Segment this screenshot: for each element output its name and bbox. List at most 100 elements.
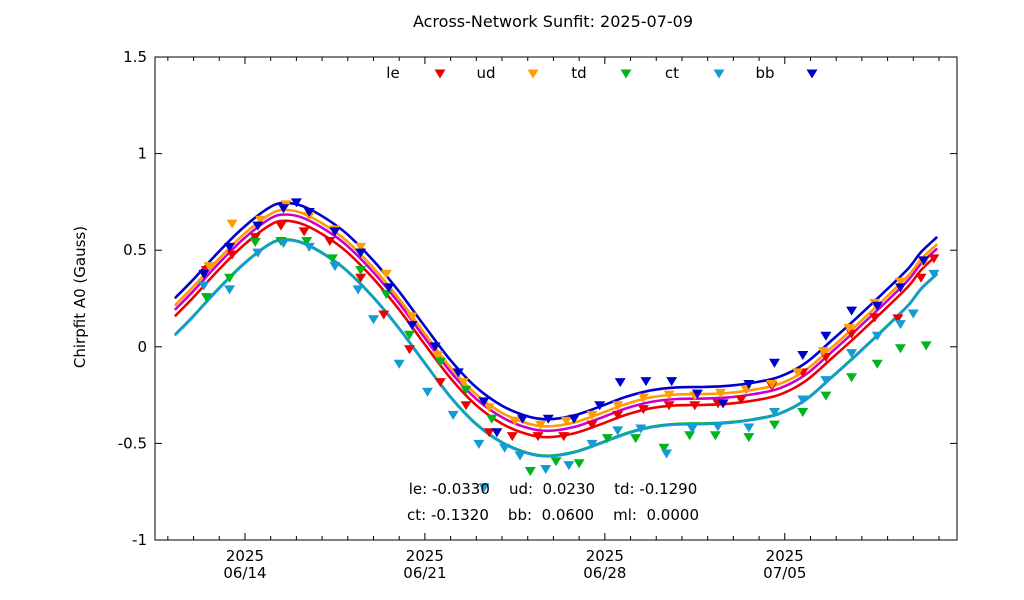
data-marker-ct xyxy=(303,242,315,252)
data-marker-le xyxy=(869,313,881,323)
data-marker-ud xyxy=(894,277,906,287)
chart-title: Across-Network Sunfit: 2025-07-09 xyxy=(412,12,694,31)
data-marker-ct xyxy=(907,309,919,319)
data-marker-bb xyxy=(666,377,678,387)
data-marker-ud xyxy=(663,390,675,400)
data-marker-ct xyxy=(198,281,210,291)
data-marker-bb xyxy=(640,377,652,387)
fit-offsets-annotation-line1: le: -0.0330 ud: 0.0230 td: -0.1290 xyxy=(408,480,698,498)
data-marker-le xyxy=(892,314,904,324)
data-marker-td xyxy=(709,431,721,441)
data-marker-le xyxy=(275,221,287,231)
data-marker-le xyxy=(378,310,390,320)
data-marker-ct xyxy=(352,285,364,295)
x-tick-label: 07/05 xyxy=(763,564,806,582)
data-marker-td xyxy=(920,341,932,351)
y-tick-label: 0.5 xyxy=(123,241,147,259)
data-marker-ud xyxy=(766,380,778,390)
data-marker-le xyxy=(637,405,649,415)
data-marker-ct xyxy=(635,424,647,434)
data-marker-ct xyxy=(743,423,755,433)
legend-label-td: td xyxy=(571,64,586,82)
fit-offsets-annotation-line2: ct: -0.1320 bb: 0.0600 ml: 0.0000 xyxy=(407,506,699,524)
data-marker-ct xyxy=(894,320,906,330)
data-marker-bb xyxy=(918,256,930,266)
data-marker-td xyxy=(797,408,809,418)
data-marker-ct xyxy=(871,331,883,341)
data-marker-le xyxy=(434,378,446,388)
y-axis-label: Chirpfit A0 (Gauss) xyxy=(71,225,89,369)
data-marker-td xyxy=(550,457,562,467)
x-tick-label: 2025 xyxy=(586,547,624,565)
data-marker-ud xyxy=(457,378,469,388)
data-marker-le xyxy=(689,401,701,411)
data-marker-ct xyxy=(421,387,433,397)
x-tick-label: 2025 xyxy=(766,547,804,565)
data-marker-legend-ud xyxy=(527,69,539,79)
data-marker-bb xyxy=(594,401,606,411)
data-marker-legend-td xyxy=(620,69,632,79)
data-marker-td xyxy=(524,466,536,476)
data-marker-bb xyxy=(768,358,780,368)
x-tick-label: 06/28 xyxy=(583,564,626,582)
data-marker-ud xyxy=(612,401,624,411)
data-marker-le xyxy=(483,428,495,438)
data-marker-ud xyxy=(355,242,367,252)
data-marker-le xyxy=(403,345,415,355)
data-marker-le xyxy=(324,237,336,247)
data-marker-td xyxy=(846,373,858,383)
data-marker-ct xyxy=(473,439,485,449)
data-marker-ct xyxy=(586,439,598,449)
data-marker-le xyxy=(226,250,238,260)
data-marker-le xyxy=(586,420,598,430)
data-marker-legend-bb xyxy=(806,69,818,79)
x-tick-label: 2025 xyxy=(406,547,444,565)
data-marker-ct xyxy=(499,443,511,453)
data-marker-ct xyxy=(768,408,780,418)
data-marker-ct xyxy=(686,424,698,434)
y-tick-label: 0 xyxy=(137,338,147,356)
x-tick-label: 06/21 xyxy=(403,564,446,582)
data-marker-ud xyxy=(817,347,829,357)
data-marker-td xyxy=(200,293,212,303)
data-marker-bb xyxy=(198,269,210,279)
data-marker-ud xyxy=(483,403,495,413)
data-marker-td xyxy=(894,344,906,354)
data-marker-bb xyxy=(406,321,418,331)
data-marker-ud xyxy=(715,388,727,398)
data-marker-ud xyxy=(203,262,215,272)
data-marker-le xyxy=(663,401,675,411)
data-marker-ud xyxy=(843,323,855,333)
data-marker-td xyxy=(460,385,472,395)
data-marker-td xyxy=(573,459,585,469)
data-marker-ud xyxy=(637,393,649,403)
data-marker-td xyxy=(326,254,338,264)
legend-label-bb: bb xyxy=(755,64,774,82)
data-marker-le xyxy=(298,227,310,237)
data-marker-bb xyxy=(329,227,341,237)
data-marker-td xyxy=(301,237,313,247)
data-marker-td xyxy=(630,434,642,444)
data-marker-ct xyxy=(478,483,490,493)
data-marker-le xyxy=(915,273,927,283)
data-marker-ud xyxy=(560,416,572,426)
data-marker-td xyxy=(601,434,613,444)
data-marker-bb xyxy=(717,399,729,409)
data-marker-ud xyxy=(535,420,547,430)
data-marker-bb xyxy=(542,414,554,424)
data-marker-bb xyxy=(871,301,883,311)
data-marker-ct xyxy=(278,238,290,248)
data-marker-ct xyxy=(252,248,264,258)
data-marker-td xyxy=(249,238,261,248)
data-marker-bb xyxy=(491,428,503,438)
data-marker-le xyxy=(612,410,624,420)
data-marker-bb xyxy=(743,380,755,390)
data-marker-td xyxy=(820,391,832,401)
data-marker-td xyxy=(434,357,446,367)
legend-label-ct: ct xyxy=(665,64,679,82)
data-marker-bb xyxy=(894,283,906,293)
data-marker-td xyxy=(743,433,755,443)
fit-curve-ct xyxy=(174,238,938,458)
data-marker-le xyxy=(532,432,544,442)
